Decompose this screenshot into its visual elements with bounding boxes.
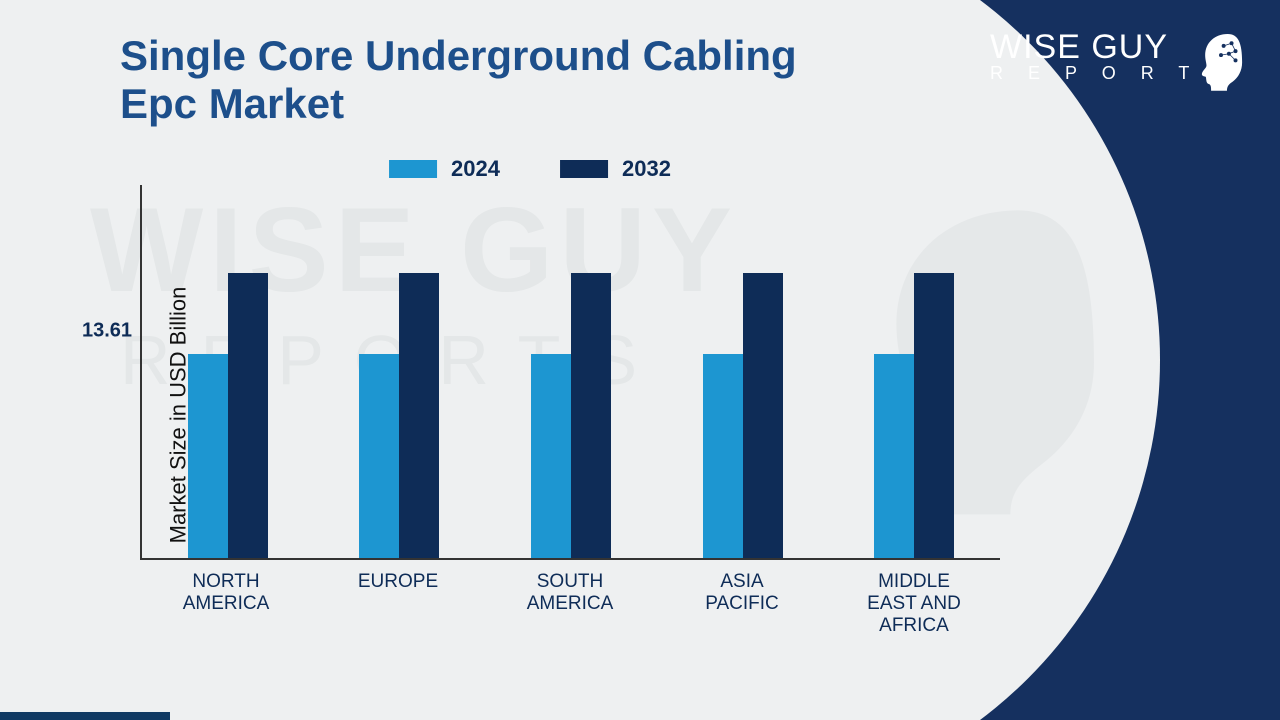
bar-group: [703, 273, 783, 558]
stage: WISE GUY REPORTS Single Core Underground…: [0, 0, 1280, 720]
legend-label-2024: 2024: [451, 156, 500, 181]
head-icon: [1188, 30, 1254, 96]
bar: [188, 354, 228, 558]
bar: [571, 273, 611, 558]
x-axis-label: NORTH AMERICA: [166, 565, 286, 675]
bar-group: [359, 273, 439, 558]
bar-groups: [142, 185, 1000, 558]
bar-chart: Market Size in USD Billion 2024 2032 13.…: [60, 155, 1000, 675]
bottom-accent: [0, 712, 170, 720]
bar-group: [188, 273, 268, 558]
bar: [399, 273, 439, 558]
bar: [743, 273, 783, 558]
legend-label-2032: 2032: [622, 156, 671, 181]
legend-swatch-2024: [389, 160, 437, 178]
legend-item-2024: 2024: [389, 155, 500, 182]
x-axis-label: SOUTH AMERICA: [510, 565, 630, 675]
legend-item-2032: 2032: [560, 155, 671, 182]
x-axis-labels: NORTH AMERICA EUROPE SOUTH AMERICA ASIA PAC…: [140, 565, 1000, 675]
bar: [703, 354, 743, 558]
legend: 2024 2032: [389, 155, 671, 182]
chart-title: Single Core Underground Cabling Epc Mark…: [120, 32, 880, 129]
x-axis-label: MIDDLE EAST AND AFRICA: [854, 565, 974, 675]
bar: [531, 354, 571, 558]
bar-group: [531, 273, 611, 558]
bar-group: [874, 273, 954, 558]
x-axis-label: EUROPE: [338, 565, 458, 675]
bar: [359, 354, 399, 558]
plot-area: 13.61: [140, 185, 1000, 560]
bar: [914, 273, 954, 558]
legend-swatch-2032: [560, 160, 608, 178]
y-tick-label: 13.61: [82, 319, 132, 342]
brand-logo: WISE GUY R E P O R T S: [990, 28, 1250, 98]
bar: [228, 273, 268, 558]
x-axis-label: ASIA PACIFIC: [682, 565, 802, 675]
bar: [874, 354, 914, 558]
